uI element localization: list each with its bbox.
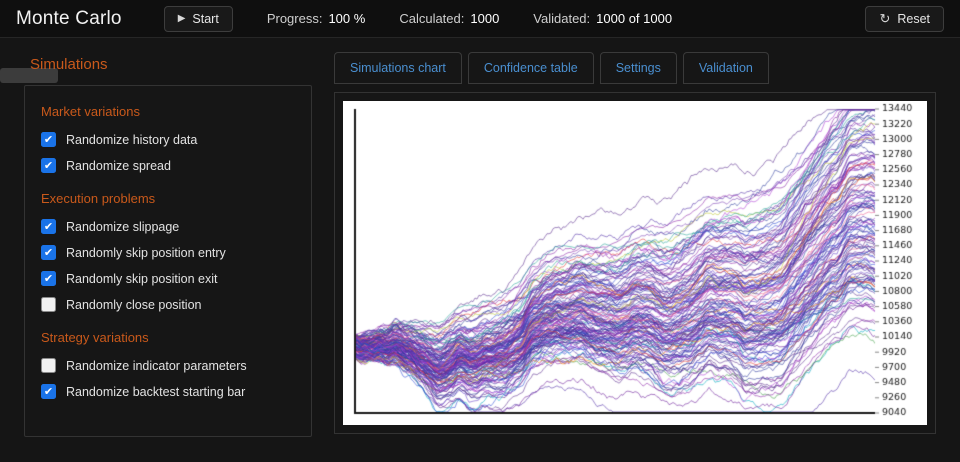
calculated-stat: Calculated: 1000 xyxy=(399,11,499,26)
checkbox-label: Randomly skip position exit xyxy=(66,271,218,286)
play-icon: ▶ xyxy=(177,12,186,24)
reset-button[interactable]: ↻ Reset xyxy=(865,5,944,32)
checkbox-label: Randomize slippage xyxy=(66,219,180,234)
checkbox[interactable] xyxy=(41,245,56,260)
section-title: Strategy variations xyxy=(41,330,149,345)
section-market-variations: Market variations Randomize history data… xyxy=(41,104,295,173)
checkbox-randomly-skip-position-entry[interactable]: Randomly skip position entry xyxy=(41,245,295,260)
chart-area: Simulations chart Confidence table Setti… xyxy=(334,52,936,437)
progress-value: 100 % xyxy=(328,11,366,26)
checkbox-label: Randomize indicator parameters xyxy=(66,358,247,373)
checkbox-randomly-skip-position-exit[interactable]: Randomly skip position exit xyxy=(41,271,295,286)
simulations-sidebar: Simulations Market variations Randomize … xyxy=(0,52,312,437)
checkbox-randomize-slippage[interactable]: Randomize slippage xyxy=(41,219,295,234)
calculated-label: Calculated: xyxy=(399,11,465,26)
tab-validation[interactable]: Validation xyxy=(682,52,769,84)
monte-carlo-chart xyxy=(343,101,927,425)
section-execution-problems: Execution problems Randomize slippage Ra… xyxy=(41,191,295,312)
checkbox-label: Randomize spread xyxy=(66,158,171,173)
checkbox-label: Randomly skip position entry xyxy=(66,245,226,260)
progress-label: Progress: xyxy=(266,11,323,26)
calculated-value: 1000 xyxy=(470,11,500,26)
sidebar-title: Simulations xyxy=(30,56,108,73)
section-title: Execution problems xyxy=(41,191,156,206)
section-title: Market variations xyxy=(41,104,140,119)
checkbox[interactable] xyxy=(41,271,56,286)
checkbox-randomize-history-data[interactable]: Randomize history data xyxy=(41,132,295,147)
checkbox[interactable] xyxy=(41,132,56,147)
checkbox[interactable] xyxy=(41,358,56,373)
checkbox[interactable] xyxy=(41,297,56,312)
tab-confidence-table[interactable]: Confidence table xyxy=(467,52,594,84)
checkbox-label: Randomly close position xyxy=(66,297,202,312)
checkbox[interactable] xyxy=(41,219,56,234)
stray-tooltip-fragment xyxy=(0,68,58,83)
checkbox[interactable] xyxy=(41,384,56,399)
chart-panel xyxy=(334,92,936,434)
tab-bar: Simulations chart Confidence table Setti… xyxy=(334,52,936,84)
simulations-panel: Market variations Randomize history data… xyxy=(24,85,312,437)
top-bar: Monte Carlo ▶ Start Progress: 100 % Calc… xyxy=(0,0,960,38)
start-button-label: Start xyxy=(192,11,219,26)
section-strategy-variations: Strategy variations Randomize indicator … xyxy=(41,330,295,399)
tab-settings[interactable]: Settings xyxy=(599,52,677,84)
validated-label: Validated: xyxy=(533,11,591,26)
validated-value: 1000 of 1000 xyxy=(596,11,673,26)
checkbox-randomize-indicator-parameters[interactable]: Randomize indicator parameters xyxy=(41,358,295,373)
progress-stat: Progress: 100 % xyxy=(267,11,366,26)
reset-icon: ↻ xyxy=(879,11,891,26)
checkbox[interactable] xyxy=(41,158,56,173)
checkbox-randomly-close-position[interactable]: Randomly close position xyxy=(41,297,295,312)
checkbox-label: Randomize backtest starting bar xyxy=(66,384,246,399)
tab-simulations-chart[interactable]: Simulations chart xyxy=(334,52,462,84)
checkbox-label: Randomize history data xyxy=(66,132,198,147)
checkbox-randomize-spread[interactable]: Randomize spread xyxy=(41,158,295,173)
start-button[interactable]: ▶ Start xyxy=(163,5,233,32)
reset-button-label: Reset xyxy=(897,11,930,26)
checkbox-randomize-backtest-starting-bar[interactable]: Randomize backtest starting bar xyxy=(41,384,295,399)
monte-carlo-canvas xyxy=(343,101,927,425)
main-content: Simulations Market variations Randomize … xyxy=(0,38,960,437)
app-title: Monte Carlo xyxy=(16,7,122,29)
validated-stat: Validated: 1000 of 1000 xyxy=(533,11,672,26)
